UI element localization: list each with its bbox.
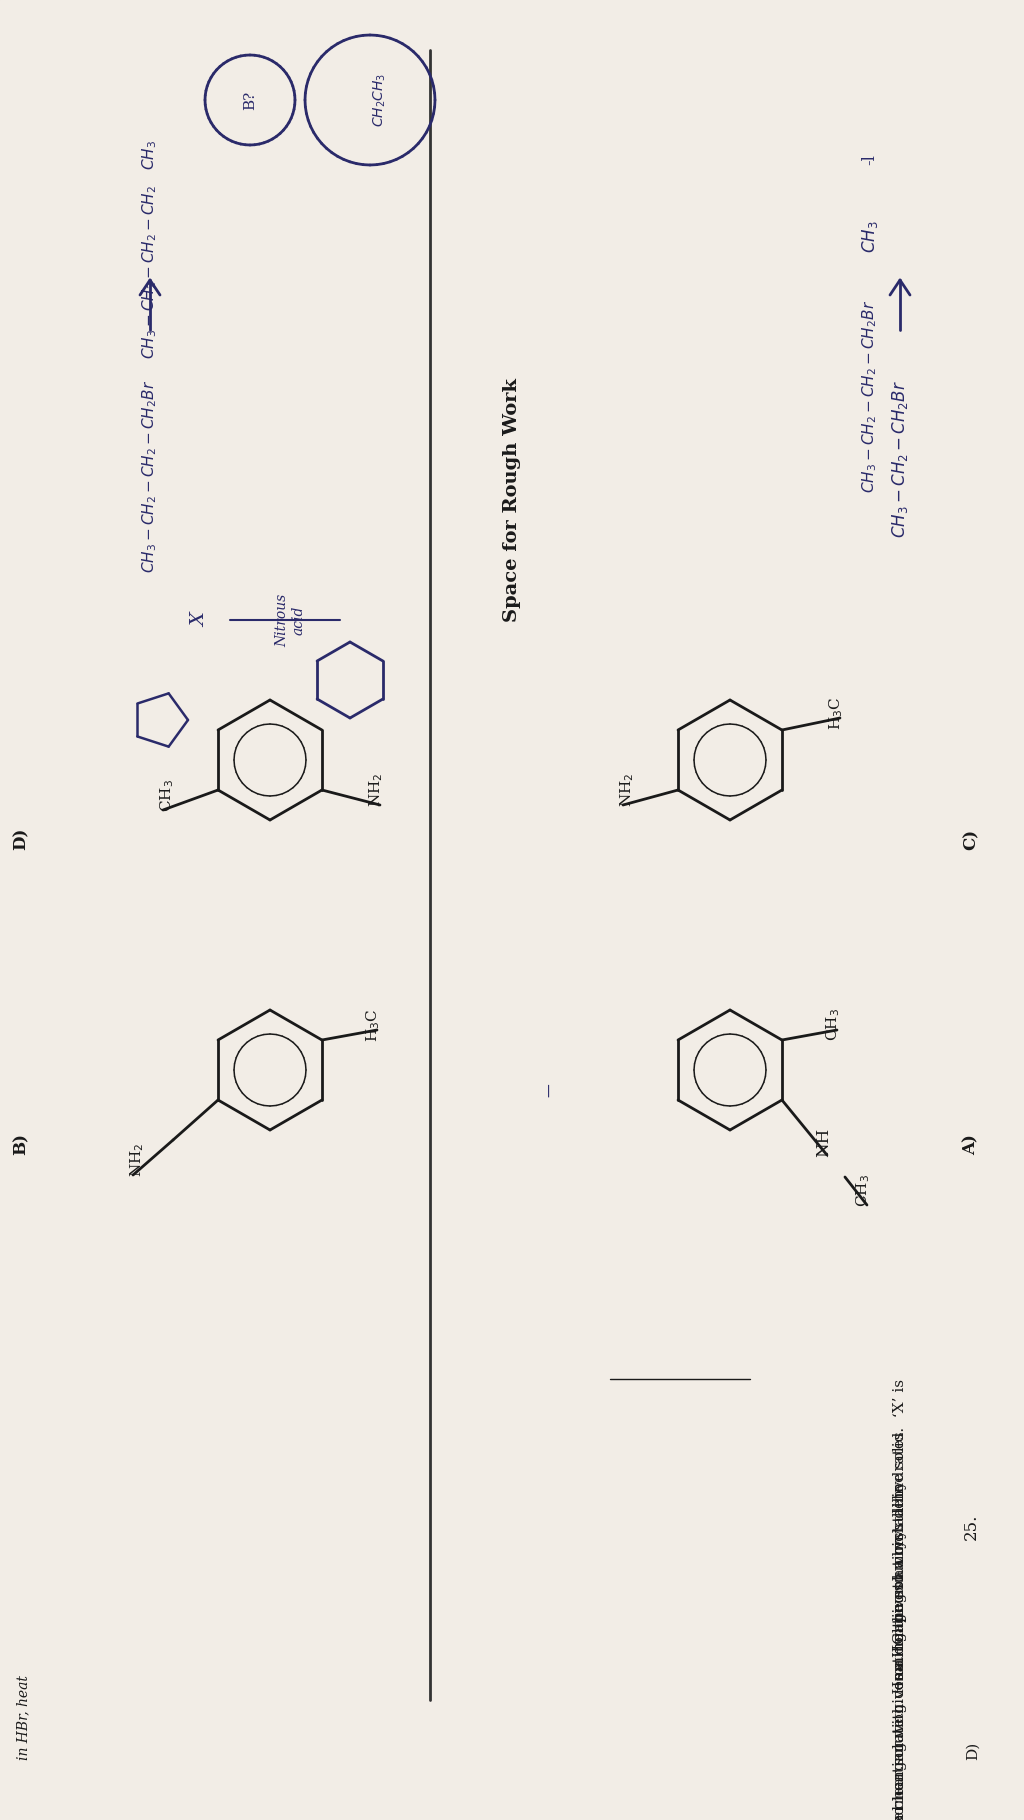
Text: X: X	[191, 613, 209, 626]
Text: D): D)	[13, 828, 30, 850]
Text: C): C)	[963, 828, 980, 850]
Text: 25.: 25.	[963, 1514, 980, 1540]
Text: $CH_2CH_3$: $CH_2CH_3$	[372, 73, 388, 127]
Text: in HBr, heat: in HBr, heat	[16, 1674, 30, 1760]
Text: H$_3$C: H$_3$C	[827, 697, 845, 730]
Text: $\mathit{CH_3}$: $\mathit{CH_3}$	[860, 220, 880, 253]
Text: B): B)	[13, 1134, 30, 1156]
Text: Space for Rough Work: Space for Rough Work	[503, 379, 521, 622]
Text: NH$_2$: NH$_2$	[618, 772, 636, 806]
Text: -l: -l	[861, 155, 879, 166]
Text: A): A)	[963, 1134, 980, 1156]
Text: CH$_3$: CH$_3$	[824, 1008, 842, 1041]
Text: Nitrous
acid: Nitrous acid	[274, 593, 305, 646]
Text: NH$_2$: NH$_2$	[368, 772, 385, 806]
Text: H$_3$C: H$_3$C	[365, 1008, 382, 1041]
Text: NH: NH	[815, 1128, 831, 1158]
Text: D): D)	[966, 1742, 980, 1760]
Text: solid. Heating this solid with alkaline potassium permanganate gives a compound : solid. Heating this solid with alkaline …	[893, 1431, 907, 1820]
Text: —: —	[543, 1083, 557, 1097]
Text: CH$_3$: CH$_3$	[854, 1174, 872, 1207]
Text: $CH_3-CH_2-\mathit{CH_2}-CH_2Br$: $CH_3-CH_2-\mathit{CH_2}-CH_2Br$	[860, 300, 880, 493]
Text: NH$_2$: NH$_2$	[128, 1143, 145, 1178]
Text: $CH_3-CH_2-\mathit{CH_2Br}$: $CH_3-CH_2-\mathit{CH_2Br}$	[890, 380, 910, 539]
Text: $CH_3-CH_2-CH_2-\mathit{CH_2Br}$: $CH_3-CH_2-CH_2-\mathit{CH_2Br}$	[140, 380, 160, 573]
Text: CH$_3$: CH$_3$	[158, 779, 176, 812]
Text: B?: B?	[243, 91, 257, 109]
Text: $CH_3$: $CH_3$	[140, 140, 160, 169]
Text: An organic base (X) reacts with nitrous acid at 0° C to give a clear solution. H: An organic base (X) reacts with nitrous …	[893, 1534, 907, 1820]
Text: $CH_3-CH_2-CH_2-CH_2$: $CH_3-CH_2-CH_2-CH_2$	[140, 186, 160, 359]
Text: on heating to a crystalline solid.  ‘X’ is: on heating to a crystalline solid. ‘X’ i…	[893, 1380, 907, 1674]
Text: with KCN and cuprous cyanide followed by continued heating with conc HCl gives a: with KCN and cuprous cyanide followed by…	[893, 1483, 907, 1820]
